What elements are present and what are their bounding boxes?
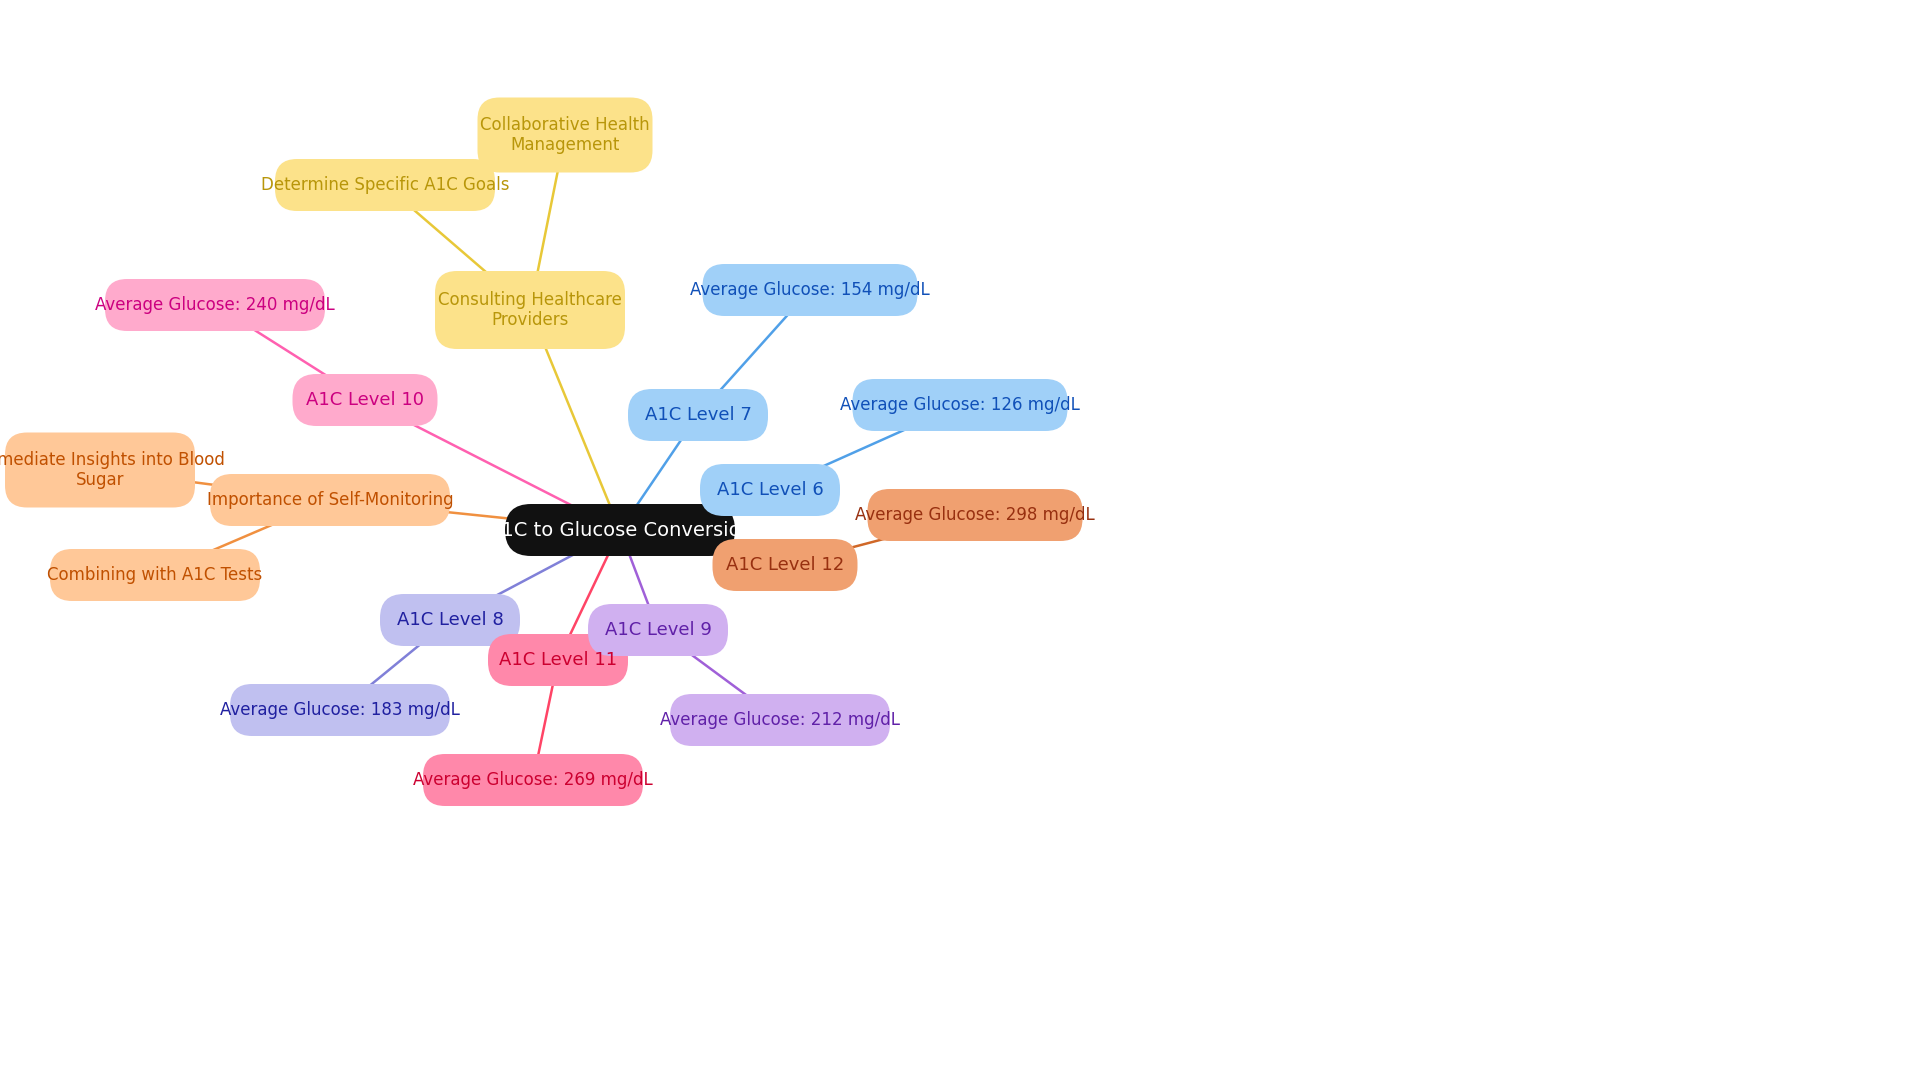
FancyBboxPatch shape xyxy=(230,684,449,736)
FancyBboxPatch shape xyxy=(6,432,196,508)
FancyBboxPatch shape xyxy=(380,593,520,645)
FancyBboxPatch shape xyxy=(712,539,858,591)
Text: Collaborative Health
Management: Collaborative Health Management xyxy=(480,116,649,155)
Text: Average Glucose: 298 mg/dL: Average Glucose: 298 mg/dL xyxy=(854,506,1094,524)
FancyBboxPatch shape xyxy=(701,464,841,516)
Text: A1C Level 12: A1C Level 12 xyxy=(726,556,845,574)
Text: Importance of Self-Monitoring: Importance of Self-Monitoring xyxy=(207,491,453,509)
Text: Average Glucose: 240 mg/dL: Average Glucose: 240 mg/dL xyxy=(96,296,334,314)
Text: Combining with A1C Tests: Combining with A1C Tests xyxy=(48,566,263,584)
Text: Average Glucose: 269 mg/dL: Average Glucose: 269 mg/dL xyxy=(413,771,653,790)
Text: A1C to Glucose Conversion: A1C to Glucose Conversion xyxy=(488,521,753,539)
Text: Immediate Insights into Blood
Sugar: Immediate Insights into Blood Sugar xyxy=(0,451,225,490)
FancyBboxPatch shape xyxy=(852,379,1068,431)
FancyBboxPatch shape xyxy=(436,271,626,349)
FancyBboxPatch shape xyxy=(628,389,768,441)
Text: A1C Level 10: A1C Level 10 xyxy=(305,391,424,409)
Text: Average Glucose: 154 mg/dL: Average Glucose: 154 mg/dL xyxy=(689,280,929,299)
FancyBboxPatch shape xyxy=(588,604,728,656)
FancyBboxPatch shape xyxy=(670,694,891,746)
FancyBboxPatch shape xyxy=(478,97,653,172)
FancyBboxPatch shape xyxy=(292,374,438,426)
FancyBboxPatch shape xyxy=(275,159,495,211)
Text: A1C Level 8: A1C Level 8 xyxy=(397,611,503,629)
FancyBboxPatch shape xyxy=(422,754,643,806)
Text: Average Glucose: 183 mg/dL: Average Glucose: 183 mg/dL xyxy=(221,701,461,719)
Text: A1C Level 6: A1C Level 6 xyxy=(716,481,824,499)
Text: A1C Level 9: A1C Level 9 xyxy=(605,621,712,639)
FancyBboxPatch shape xyxy=(505,504,735,556)
FancyBboxPatch shape xyxy=(488,634,628,686)
Text: A1C Level 11: A1C Level 11 xyxy=(499,651,616,669)
FancyBboxPatch shape xyxy=(209,474,449,526)
FancyBboxPatch shape xyxy=(868,490,1083,542)
FancyBboxPatch shape xyxy=(703,264,918,316)
Text: Average Glucose: 126 mg/dL: Average Glucose: 126 mg/dL xyxy=(841,396,1079,414)
FancyBboxPatch shape xyxy=(50,549,259,601)
Text: A1C Level 7: A1C Level 7 xyxy=(645,406,751,425)
Text: Average Glucose: 212 mg/dL: Average Glucose: 212 mg/dL xyxy=(660,712,900,729)
Text: Consulting Healthcare
Providers: Consulting Healthcare Providers xyxy=(438,290,622,329)
Text: Determine Specific A1C Goals: Determine Specific A1C Goals xyxy=(261,177,509,194)
FancyBboxPatch shape xyxy=(106,279,324,331)
